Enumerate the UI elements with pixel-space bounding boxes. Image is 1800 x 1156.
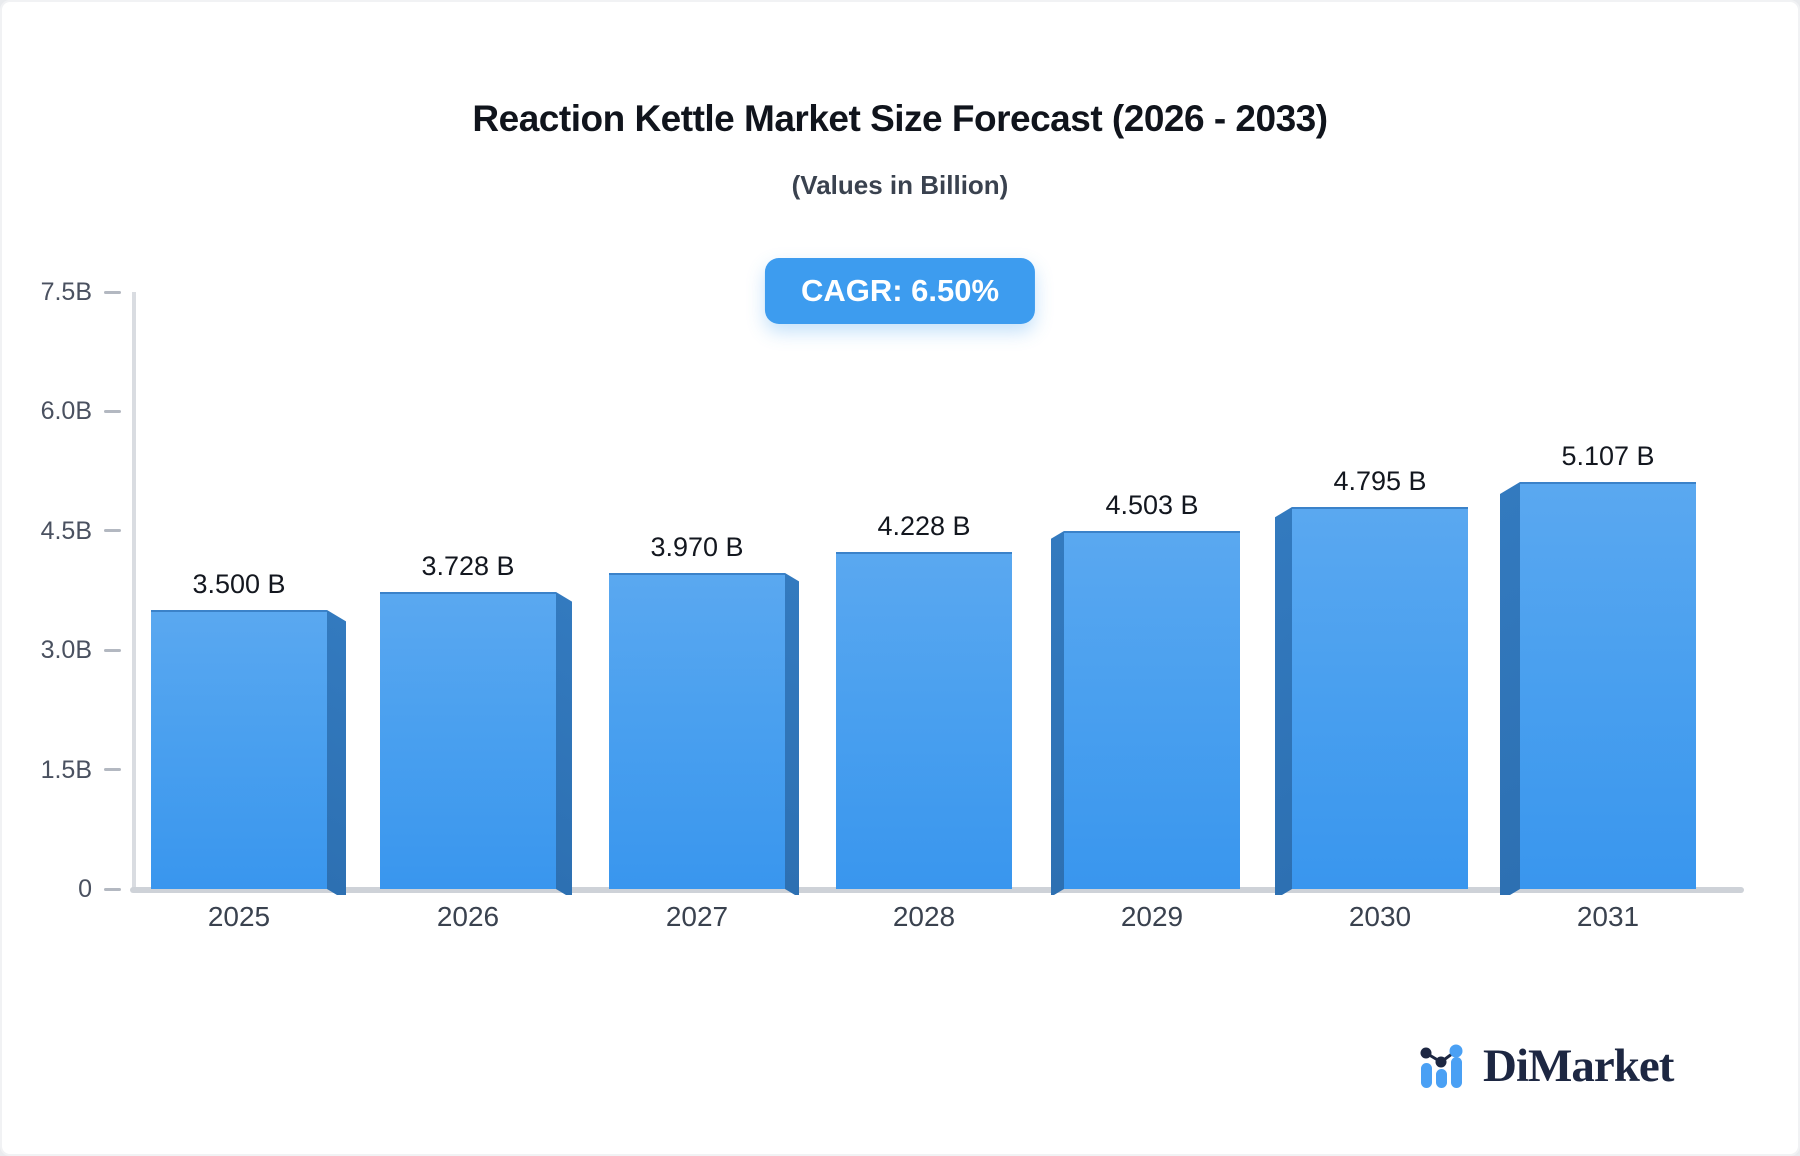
x-axis-label: 2025 — [207, 901, 271, 932]
bar-value-label: 4.228 B — [877, 511, 971, 541]
y-axis-tick-mark — [104, 529, 121, 533]
y-axis-tick-label: 4.5B — [40, 516, 92, 545]
bar-3d-side-face — [1500, 482, 1520, 895]
y-axis-tick-label: 6.0B — [40, 397, 92, 426]
chart-subtitle: (Values in Billion) — [791, 170, 1009, 200]
brand-name: DiMarket — [1483, 1040, 1674, 1092]
bar-3d-side — [327, 610, 346, 895]
bar-2029 — [1064, 531, 1240, 889]
bar-value-label: 3.500 B — [192, 569, 286, 599]
bar-3d-side — [1275, 507, 1292, 895]
y-axis-tick-label: 3.0B — [40, 636, 92, 665]
bar-3d-side-face — [327, 610, 346, 895]
y-axis-tick-label: 1.5B — [40, 755, 92, 784]
brand-logo: DiMarket — [1420, 1040, 1674, 1092]
bar-2025 — [151, 610, 327, 889]
bar-2031 — [1520, 482, 1696, 889]
bar-value-label: 5.107 B — [1561, 441, 1655, 471]
bar-3d-side — [785, 573, 799, 895]
y-axis-line — [132, 292, 136, 889]
bar-value-label: 3.728 B — [421, 551, 515, 581]
bar-2028 — [836, 552, 1012, 889]
x-axis-label: 2027 — [665, 901, 729, 932]
bar-3d-side-face — [556, 592, 572, 895]
bar-2026 — [380, 592, 556, 889]
x-axis-label: 2029 — [1120, 901, 1184, 932]
bar-value-label: 4.795 B — [1333, 466, 1427, 496]
cagr-badge: CAGR: 6.50% — [764, 258, 1036, 324]
y-axis-tick-mark — [104, 768, 121, 772]
y-axis-tick-mark — [104, 887, 121, 891]
bar-3d-side-face — [1051, 531, 1064, 895]
bar-value-label: 4.503 B — [1105, 490, 1199, 520]
y-axis-tick-mark — [104, 648, 121, 652]
bar-2030 — [1292, 507, 1468, 889]
y-axis-tick-label: 0 — [78, 875, 92, 903]
y-axis-tick-label: 7.5B — [40, 278, 92, 306]
bar-3d-side-face — [1275, 507, 1292, 895]
x-axis-label: 2026 — [436, 901, 500, 932]
bar-3d-side — [1500, 482, 1520, 895]
bar-3d-side-face — [785, 573, 799, 895]
x-axis-baseline — [130, 887, 1744, 893]
chart-title: Reaction Kettle Market Size Forecast (20… — [472, 98, 1328, 139]
y-axis-tick-mark — [104, 409, 121, 413]
bar-3d-side — [1051, 531, 1064, 895]
x-axis-label: 2031 — [1576, 901, 1640, 932]
x-axis-label: 2030 — [1348, 901, 1412, 932]
bar-value-label: 3.970 B — [650, 532, 744, 562]
y-axis-tick-mark — [104, 290, 121, 294]
bar-3d-side — [556, 592, 572, 895]
x-axis-label: 2028 — [892, 901, 956, 932]
bar-line-chart-icon — [1420, 1044, 1470, 1088]
bar-2027 — [609, 573, 785, 889]
